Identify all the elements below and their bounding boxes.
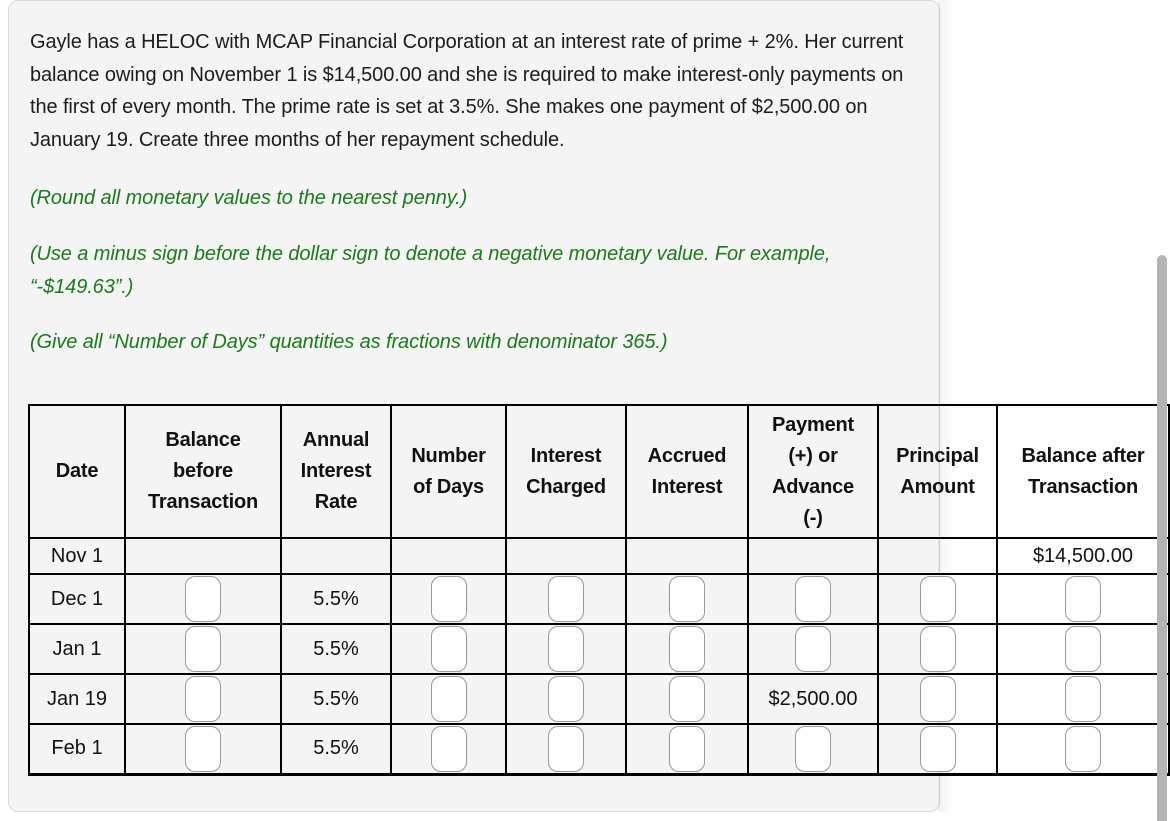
cell-empty	[280, 537, 392, 575]
cell-balance-after: $14,500.00	[996, 537, 1170, 575]
column-header-principal-amount: Principal Amount	[877, 404, 998, 539]
row-date: Jan 1	[28, 623, 126, 675]
table-row-feb-1: Feb 1 5.5%	[28, 723, 1170, 775]
cell-empty	[877, 537, 998, 575]
cell-annual-rate: 5.5%	[280, 723, 392, 775]
column-header-interest-charged: Interest Charged	[505, 404, 627, 539]
cell-empty	[625, 537, 749, 575]
cell-empty	[390, 537, 507, 575]
cell-empty	[505, 537, 627, 575]
header-row: Date Balance before Transaction Annual I…	[28, 404, 1170, 539]
column-header-balance-before: Balance before Transaction	[124, 404, 282, 539]
column-header-accrued-interest: Accrued Interest	[625, 404, 749, 539]
answer-input-balance-after[interactable]	[1065, 676, 1101, 722]
answer-input-interest-charged[interactable]	[548, 576, 584, 622]
answer-input-interest-charged[interactable]	[548, 676, 584, 722]
answer-input-balance-after[interactable]	[1065, 626, 1101, 672]
answer-input-payment-advance[interactable]	[795, 576, 831, 622]
cell-annual-rate: 5.5%	[280, 623, 392, 675]
cell-empty	[747, 537, 879, 575]
answer-input-principal-amount[interactable]	[919, 576, 956, 622]
answer-input-number-of-days[interactable]	[430, 676, 467, 722]
answer-input-number-of-days[interactable]	[430, 725, 467, 772]
column-header-date: Date	[28, 404, 126, 539]
answer-input-principal-amount[interactable]	[919, 725, 956, 772]
vertical-scrollbar-thumb[interactable]	[1157, 255, 1167, 821]
answer-input-balance-before[interactable]	[185, 576, 221, 622]
answer-input-number-of-days[interactable]	[430, 576, 467, 622]
table-row-jan-19: Jan 19 5.5% $2,500.00	[28, 673, 1170, 725]
answer-input-balance-before[interactable]	[185, 676, 221, 722]
cell-payment-amount: $2,500.00	[747, 673, 879, 725]
answer-input-principal-amount[interactable]	[919, 676, 956, 722]
answer-input-principal-amount[interactable]	[919, 626, 956, 672]
instruction-negative-format: (Use a minus sign before the dollar sign…	[30, 243, 831, 298]
row-date: Jan 19	[28, 673, 126, 725]
row-date: Dec 1	[28, 573, 126, 625]
problem-statement: Gayle has a HELOC with MCAP Financial Co…	[30, 31, 904, 151]
answer-input-balance-before[interactable]	[185, 626, 221, 672]
cell-annual-rate: 5.5%	[280, 673, 392, 725]
row-date: Nov 1	[28, 537, 126, 575]
cell-empty	[124, 537, 282, 575]
column-header-annual-rate: Annual Interest Rate	[280, 404, 392, 539]
answer-input-balance-before[interactable]	[185, 725, 221, 772]
answer-input-balance-after[interactable]	[1065, 576, 1101, 622]
answer-input-accrued-interest[interactable]	[669, 626, 705, 672]
answer-input-accrued-interest[interactable]	[669, 676, 705, 722]
answer-input-accrued-interest[interactable]	[669, 725, 705, 772]
table-row-dec-1: Dec 1 5.5%	[28, 573, 1170, 625]
column-header-number-of-days: Number of Days	[390, 404, 507, 539]
instruction-rounding: (Round all monetary values to the neares…	[30, 187, 468, 209]
answer-input-interest-charged[interactable]	[548, 725, 584, 772]
answer-input-payment-advance[interactable]	[795, 626, 831, 672]
table-row-nov-1: Nov 1 $14,500.00	[28, 537, 1170, 575]
column-header-payment-advance: Payment (+) or Advance (-)	[747, 404, 879, 539]
repayment-schedule-table: Date Balance before Transaction Annual I…	[28, 404, 1170, 776]
answer-input-balance-after[interactable]	[1065, 725, 1101, 772]
cell-annual-rate: 5.5%	[280, 573, 392, 625]
instruction-days-fraction: (Give all “Number of Days” quantities as…	[30, 331, 668, 353]
column-header-balance-after: Balance after Transaction	[996, 404, 1170, 539]
answer-input-payment-advance[interactable]	[795, 725, 831, 772]
table-row-jan-1: Jan 1 5.5%	[28, 623, 1170, 675]
row-date: Feb 1	[28, 723, 126, 775]
answer-input-accrued-interest[interactable]	[669, 576, 705, 622]
problem-text-block: Gayle has a HELOC with MCAP Financial Co…	[30, 0, 928, 359]
answer-input-number-of-days[interactable]	[430, 626, 467, 672]
answer-input-interest-charged[interactable]	[548, 626, 584, 672]
